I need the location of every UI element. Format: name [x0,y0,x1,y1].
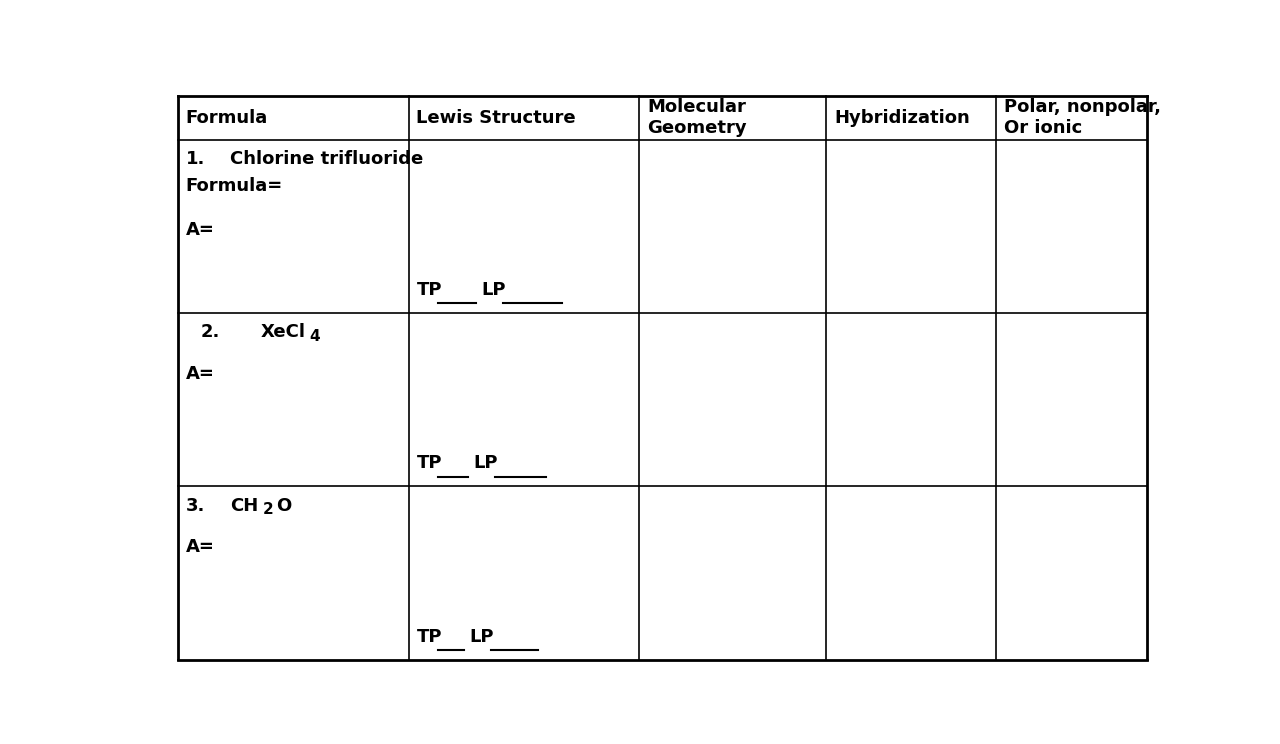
Text: Polar, nonpolar,
Or ionic: Polar, nonpolar, Or ionic [1004,98,1161,137]
Text: 2.: 2. [201,324,220,341]
Text: 1.: 1. [186,150,205,168]
Text: Molecular
Geometry: Molecular Geometry [648,98,746,137]
Text: CH: CH [230,497,259,515]
Text: LP: LP [481,280,506,298]
Text: Lewis Structure: Lewis Structure [416,109,576,126]
Text: O: O [276,497,292,515]
Text: 3.: 3. [186,497,205,515]
Text: A=: A= [186,538,215,556]
Text: TP: TP [416,280,442,298]
Text: LP: LP [474,454,498,472]
Text: Formula=: Formula= [186,177,283,196]
Text: A=: A= [186,221,215,240]
Text: Hybridization: Hybridization [835,109,970,126]
Text: TP: TP [416,627,442,646]
Text: LP: LP [468,627,494,646]
Text: Formula: Formula [186,109,268,126]
Text: XeCl: XeCl [260,324,305,341]
Text: 4: 4 [310,329,320,344]
Text: TP: TP [416,454,442,472]
Text: A=: A= [186,365,215,382]
Text: 2: 2 [264,502,274,517]
Text: Chlorine trifluoride: Chlorine trifluoride [230,150,424,168]
